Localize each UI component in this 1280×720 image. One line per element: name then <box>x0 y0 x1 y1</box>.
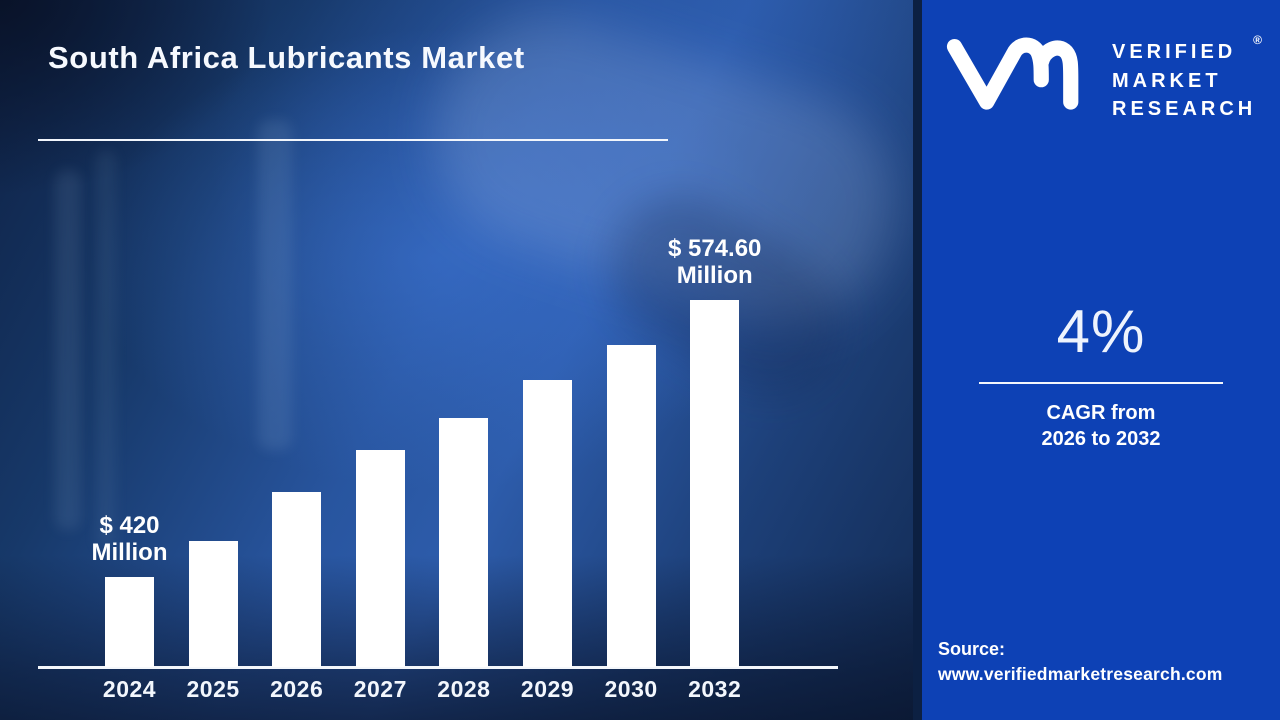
bar-2028 <box>439 418 489 667</box>
page-title: South Africa Lubricants Market <box>48 40 525 75</box>
cagr-caption-line: 2026 to 2032 <box>1041 428 1161 450</box>
brand-word-line: RESEARCH <box>1112 98 1257 120</box>
cagr-caption-line: CAGR from <box>1046 402 1156 424</box>
bar-group-2027: 2027 <box>354 450 406 702</box>
bar-2030 <box>606 345 656 667</box>
bar-2029 <box>523 380 572 667</box>
cagr-kpi: 4% CAGR from 2026 to 2032 <box>922 297 1280 452</box>
bar-group-2028: 2028 <box>437 418 490 702</box>
bar-group-2032: 2032 $ 574.60 Million <box>668 235 761 702</box>
panel-divider <box>913 0 922 720</box>
bar-group-2026: 2026 <box>270 492 323 702</box>
bar-group-2030: 2030 <box>605 345 657 702</box>
bar-chart: 2024 $ 420 Million 2025 2026 2027 2028 2029 2030… <box>38 235 838 702</box>
source-block: Source: www.verifiedmarketresearch.com <box>938 637 1274 687</box>
value-label-2032: $ 574.60 Million <box>667 235 762 289</box>
x-tick-label-2024: 2024 <box>102 676 157 702</box>
brand-header: VERIFIED MARKET RESEARCH ® <box>922 0 1280 130</box>
bar-2032 <box>690 300 740 667</box>
x-tick-label-2032: 2032 <box>688 676 742 702</box>
source-label: Source: <box>938 639 1006 659</box>
bar-group-2029: 2029 <box>521 380 574 702</box>
x-tick-label-2029: 2029 <box>520 676 575 702</box>
cagr-value: 4% <box>1056 298 1146 365</box>
x-tick-label-2028: 2028 <box>437 676 491 702</box>
bar-2027 <box>355 450 405 667</box>
bar-2026 <box>272 492 322 667</box>
x-tick-label-2025: 2025 <box>186 676 240 702</box>
x-tick-label-2030: 2030 <box>604 676 658 702</box>
bar-group-2024: 2024 $ 420 Million <box>92 512 168 702</box>
registered-trademark-icon: ® <box>1253 33 1262 47</box>
x-tick-label-2026: 2026 <box>270 676 324 702</box>
brand-word-line: MARKET <box>1112 69 1222 92</box>
bar-2024 <box>105 577 154 667</box>
bar-2025 <box>188 541 238 667</box>
value-label-2024: $ 420 Million <box>91 512 168 566</box>
sidebar-panel: VERIFIED MARKET RESEARCH ® 4% CAGR from … <box>922 0 1280 720</box>
title-underline <box>38 139 668 141</box>
source-url: www.verifiedmarketresearch.com <box>938 664 1223 684</box>
x-tick-label-2027: 2027 <box>353 676 407 702</box>
brand-word-line: VERIFIED <box>1112 41 1237 63</box>
brand-wordmark: VERIFIED MARKET RESEARCH <box>1112 38 1256 124</box>
cagr-caption: CAGR from 2026 to 2032 <box>922 400 1280 452</box>
bar-group-2025: 2025 <box>187 541 239 702</box>
x-axis-line <box>38 666 838 669</box>
kpi-divider-line <box>979 382 1223 384</box>
main-panel: South Africa Lubricants Market 2024 $ 420… <box>0 0 913 720</box>
vmr-logo-icon <box>946 37 1079 110</box>
